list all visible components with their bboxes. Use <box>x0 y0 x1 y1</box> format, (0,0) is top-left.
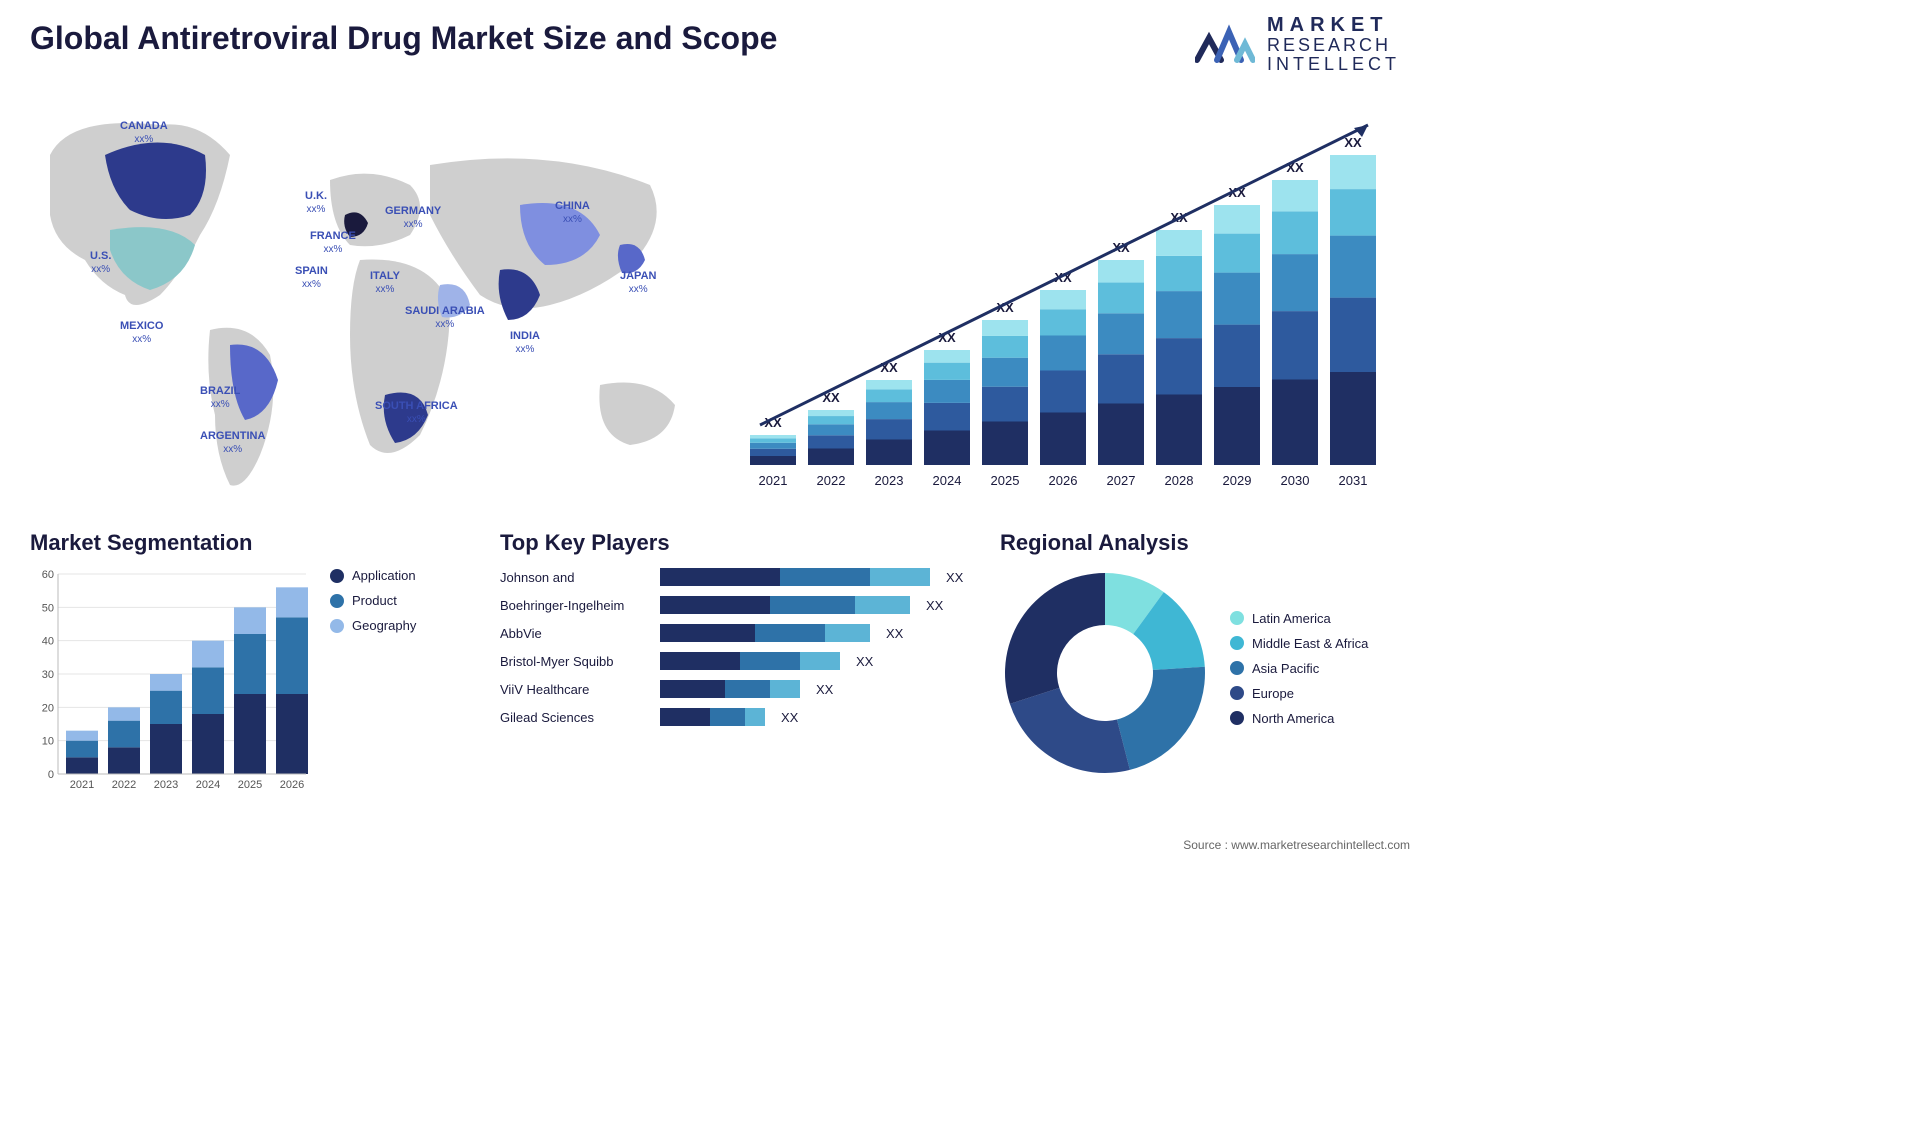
players-panel: Top Key Players Johnson andXXBoehringer-… <box>500 530 970 830</box>
regional-panel: Regional Analysis Latin America Middle Ea… <box>1000 530 1420 830</box>
player-name: Gilead Sciences <box>500 710 650 725</box>
legend-item: Latin America <box>1230 611 1368 626</box>
segmentation-legend: Application Product Geography <box>330 568 416 798</box>
player-bar <box>660 708 765 726</box>
segmentation-chart: 0 10 20 30 40 50 60 2021 2022 2023 2024 2025 2026 <box>30 568 310 798</box>
page-title: Global Antiretroviral Drug Market Size a… <box>30 20 777 57</box>
world-map: CANADAxx% U.S.xx% MEXICOxx% BRAZILxx% ARGENT… <box>30 95 710 495</box>
country-label: INDIAxx% <box>510 330 540 355</box>
player-row: Bristol-Myer Squibb XX <box>500 652 970 670</box>
player-name: AbbVie <box>500 626 650 641</box>
legend-item: Europe <box>1230 686 1368 701</box>
svg-text:60: 60 <box>42 569 54 581</box>
logo-line1: MARKET <box>1267 15 1400 36</box>
svg-text:2031: 2031 <box>1339 473 1368 488</box>
logo-line2: RESEARCH <box>1267 36 1400 55</box>
svg-text:2023: 2023 <box>875 473 904 488</box>
svg-text:2021: 2021 <box>759 473 788 488</box>
player-name: Boehringer-Ingelheim <box>500 598 650 613</box>
svg-text:2026: 2026 <box>280 779 304 791</box>
country-label: CANADAxx% <box>120 120 168 145</box>
svg-text:2025: 2025 <box>238 779 262 791</box>
svg-text:20: 20 <box>42 702 54 714</box>
player-value: XX <box>926 598 943 613</box>
country-label: U.K.xx% <box>305 190 327 215</box>
svg-text:2027: 2027 <box>1107 473 1136 488</box>
country-label: BRAZILxx% <box>200 385 240 410</box>
country-label: JAPANxx% <box>620 270 656 295</box>
player-name: Johnson and <box>500 570 650 585</box>
country-label: GERMANYxx% <box>385 205 441 230</box>
players-title: Top Key Players <box>500 530 970 556</box>
player-row: Boehringer-Ingelheim XX <box>500 596 970 614</box>
country-label: MEXICOxx% <box>120 320 163 345</box>
players-list: Johnson andXXBoehringer-IngelheimXXAbbVi… <box>500 568 970 726</box>
country-label: CHINAxx% <box>555 200 590 225</box>
country-label: SOUTH AFRICAxx% <box>375 400 458 425</box>
country-label: U.S.xx% <box>90 250 111 275</box>
player-value: XX <box>946 570 963 585</box>
player-value: XX <box>856 654 873 669</box>
legend-item: Asia Pacific <box>1230 661 1368 676</box>
player-value: XX <box>781 710 798 725</box>
logo-icon <box>1195 20 1255 68</box>
svg-text:40: 40 <box>42 636 54 648</box>
svg-text:50: 50 <box>42 602 54 614</box>
player-value: XX <box>816 682 833 697</box>
country-label: SPAINxx% <box>295 265 328 290</box>
player-row: Johnson and XX <box>500 568 970 586</box>
player-row: Gilead Sciences XX <box>500 708 970 726</box>
legend-item: Middle East & Africa <box>1230 636 1368 651</box>
player-bar <box>660 624 870 642</box>
svg-text:2024: 2024 <box>196 779 220 791</box>
regional-legend: Latin America Middle East & Africa Asia Pa… <box>1230 611 1368 736</box>
svg-text:0: 0 <box>48 769 54 781</box>
country-label: FRANCExx% <box>310 230 356 255</box>
svg-text:XX: XX <box>1344 135 1362 150</box>
country-label: SAUDI ARABIAxx% <box>405 305 485 330</box>
legend-item: Geography <box>330 618 416 633</box>
regional-donut <box>1000 568 1210 778</box>
player-bar <box>660 596 910 614</box>
svg-text:2028: 2028 <box>1165 473 1194 488</box>
segmentation-panel: Market Segmentation 0 10 20 30 40 50 60 2021 202… <box>30 530 460 830</box>
legend-item: Product <box>330 593 416 608</box>
country-label: ARGENTINAxx% <box>200 430 265 455</box>
svg-text:10: 10 <box>42 736 54 748</box>
svg-text:30: 30 <box>42 669 54 681</box>
brand-logo: MARKET RESEARCH INTELLECT <box>1195 15 1400 74</box>
svg-text:2024: 2024 <box>933 473 962 488</box>
svg-text:2025: 2025 <box>991 473 1020 488</box>
svg-text:2021: 2021 <box>70 779 94 791</box>
svg-text:2030: 2030 <box>1281 473 1310 488</box>
player-name: ViiV Healthcare <box>500 682 650 697</box>
logo-line3: INTELLECT <box>1267 55 1400 74</box>
main-bar-chart: XX2021XX2022XX2023XX2024XX2025XX2026XX20… <box>740 95 1400 495</box>
svg-text:2026: 2026 <box>1049 473 1078 488</box>
legend-item: Application <box>330 568 416 583</box>
player-bar <box>660 568 930 586</box>
regional-title: Regional Analysis <box>1000 530 1420 556</box>
source-line: Source : www.marketresearchintellect.com <box>1183 838 1410 852</box>
player-row: AbbVie XX <box>500 624 970 642</box>
svg-text:2023: 2023 <box>154 779 178 791</box>
segmentation-title: Market Segmentation <box>30 530 460 556</box>
player-row: ViiV Healthcare XX <box>500 680 970 698</box>
svg-text:2022: 2022 <box>817 473 846 488</box>
player-name: Bristol-Myer Squibb <box>500 654 650 669</box>
player-bar <box>660 680 800 698</box>
country-label: ITALYxx% <box>370 270 400 295</box>
legend-item: North America <box>1230 711 1368 726</box>
svg-text:2022: 2022 <box>112 779 136 791</box>
player-value: XX <box>886 626 903 641</box>
player-bar <box>660 652 840 670</box>
svg-text:2029: 2029 <box>1223 473 1252 488</box>
